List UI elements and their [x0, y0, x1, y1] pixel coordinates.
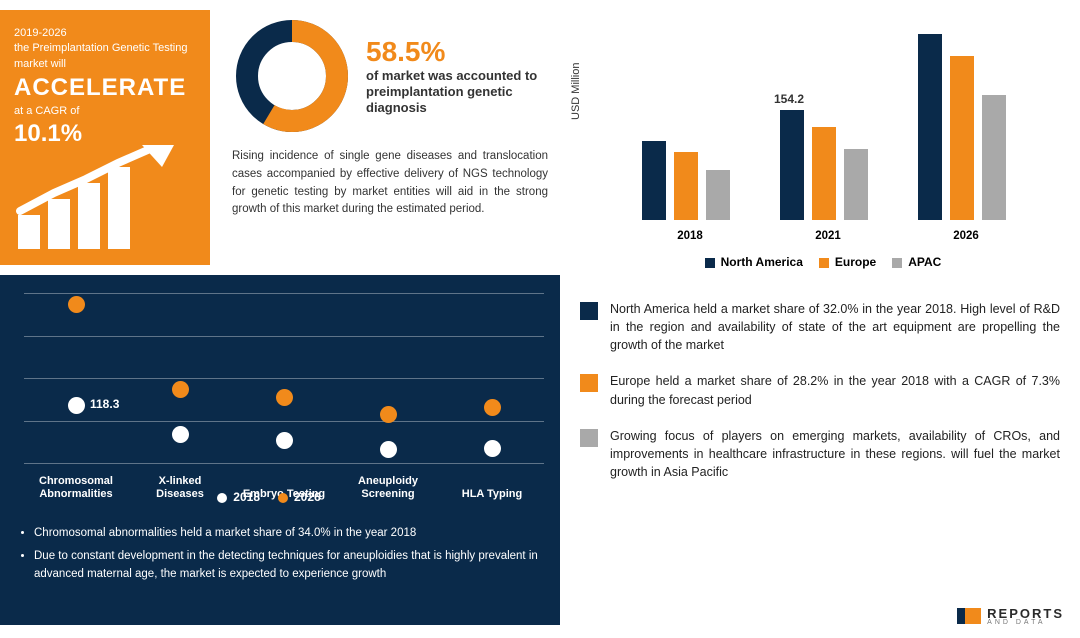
- region-swatch-icon: [580, 302, 598, 320]
- bar: [844, 149, 868, 220]
- region-note: North America held a market share of 32.…: [580, 300, 1060, 354]
- donut-chart: [232, 16, 352, 136]
- region-notes-list: North America held a market share of 32.…: [580, 300, 1060, 499]
- brand-logo: REPORTS AND DATA: [965, 606, 1064, 626]
- accel-period: 2019-2026: [14, 26, 196, 41]
- bar-callout-label: 154.2: [774, 92, 804, 106]
- donut-panel: 58.5% of market was accounted to preimpl…: [220, 10, 560, 265]
- dot-chart-legend: 2018 2026: [0, 490, 520, 504]
- accelerate-panel: 2019-2026 the Preimplantation Genetic Te…: [0, 10, 210, 265]
- dot-marker: [380, 406, 397, 423]
- bar: [780, 110, 804, 220]
- dot-marker: [484, 440, 501, 457]
- bar: [706, 170, 730, 220]
- growth-chart-icon: [14, 145, 184, 255]
- dot-plot-area: Chromosomal AbnormalitiesX-linked Diseas…: [24, 293, 544, 463]
- dot-marker: [68, 397, 85, 414]
- bar-plot-area: 201820212026154.2: [614, 20, 1034, 220]
- bar-category-label: 2018: [642, 230, 738, 242]
- dot-chart-bullets: Chromosomal abnormalities held a market …: [18, 525, 542, 589]
- legend-label: North America: [721, 255, 803, 269]
- bar: [950, 56, 974, 220]
- legend-label: APAC: [908, 255, 941, 269]
- region-text: Europe held a market share of 28.2% in t…: [610, 372, 1060, 408]
- region-swatch-icon: [580, 374, 598, 392]
- dot-marker: [276, 432, 293, 449]
- region-note: Growing focus of players on emerging mar…: [580, 427, 1060, 481]
- bar: [674, 152, 698, 220]
- region-text: North America held a market share of 32.…: [610, 300, 1060, 354]
- donut-description: Rising incidence of single gene diseases…: [232, 148, 548, 219]
- accel-cagr-value: 10.1%: [14, 120, 196, 148]
- bar-category-label: 2021: [780, 230, 876, 242]
- legend-label: 2026: [294, 490, 321, 504]
- bar: [812, 127, 836, 220]
- bullet-item: Chromosomal abnormalities held a market …: [34, 525, 542, 542]
- right-column: USD Million 201820212026154.2 North Amer…: [570, 0, 1080, 638]
- bar-y-axis-label: USD Million: [570, 63, 582, 120]
- donut-percent: 58.5%: [366, 36, 548, 68]
- dot-marker: [484, 399, 501, 416]
- accel-cagr-label: at a CAGR of: [14, 104, 196, 119]
- region-text: Growing focus of players on emerging mar…: [610, 427, 1060, 481]
- bar-category-label: 2026: [918, 230, 1014, 242]
- dot-marker: [172, 426, 189, 443]
- dot-marker: [380, 441, 397, 458]
- logo-mark-icon: [965, 608, 981, 624]
- region-note: Europe held a market share of 28.2% in t…: [580, 372, 1060, 408]
- region-swatch-icon: [580, 429, 598, 447]
- bullet-item: Due to constant development in the detec…: [34, 548, 542, 583]
- bar: [642, 141, 666, 220]
- bar-chart-panel: USD Million 201820212026154.2 North Amer…: [580, 20, 1050, 280]
- accel-subject: the Preimplantation Genetic Testing mark…: [14, 41, 196, 72]
- bar-chart-legend: North America Europe APAC: [580, 255, 1050, 269]
- dot-marker: [276, 389, 293, 406]
- dot-marker: [68, 296, 85, 313]
- legend-label: Europe: [835, 255, 876, 269]
- left-column: 2019-2026 the Preimplantation Genetic Te…: [0, 0, 560, 638]
- dot-marker: [172, 381, 189, 398]
- bar: [982, 95, 1006, 220]
- donut-caption: of market was accounted to preimplantati…: [366, 68, 548, 117]
- bar: [918, 34, 942, 220]
- dot-callout-label: 118.3: [90, 397, 119, 411]
- dot-chart-panel: Chromosomal AbnormalitiesX-linked Diseas…: [0, 275, 560, 625]
- accel-headline: ACCELERATE: [14, 74, 196, 102]
- legend-label: 2018: [233, 490, 260, 504]
